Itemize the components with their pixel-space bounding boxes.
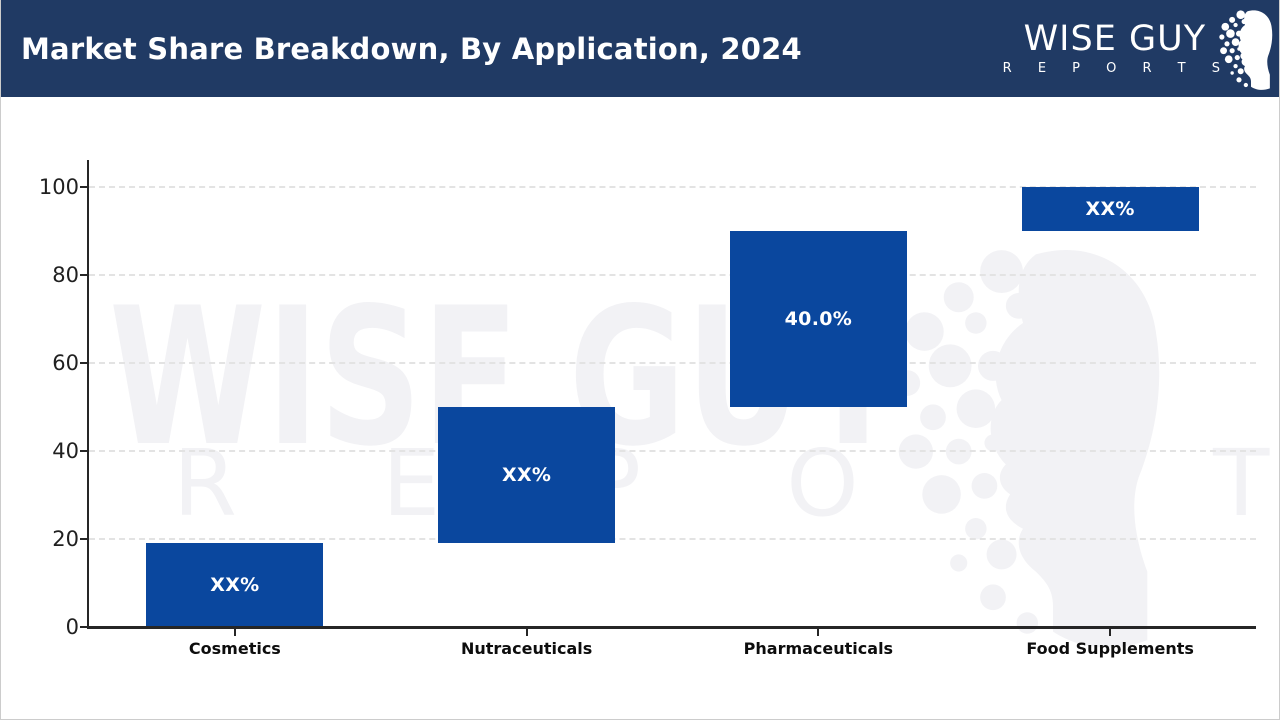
bar-pharmaceuticals: 40.0% bbox=[729, 231, 907, 407]
gridline-20 bbox=[89, 538, 1256, 540]
bar-nutraceuticals: XX% bbox=[438, 407, 616, 544]
y-tick-label-60: 60 bbox=[52, 351, 79, 375]
x-tick-0 bbox=[233, 628, 236, 636]
y-tick-label-0: 0 bbox=[65, 615, 79, 639]
y-tick-0 bbox=[80, 626, 89, 628]
wise-guy-head-icon bbox=[1219, 10, 1273, 90]
y-tick-80 bbox=[80, 274, 89, 276]
bar-value-label: XX% bbox=[1085, 198, 1135, 220]
header-bar: Market Share Breakdown, By Application, … bbox=[1, 0, 1279, 97]
logo-wordmark: WISE GUY bbox=[1023, 19, 1207, 59]
y-tick-label-80: 80 bbox=[52, 263, 79, 287]
x-tick-label-2: Pharmaceuticals bbox=[743, 639, 894, 658]
bar-value-label: XX% bbox=[502, 464, 552, 487]
bar-value-label: 40.0% bbox=[784, 308, 853, 330]
y-tick-40 bbox=[80, 450, 89, 452]
y-tick-label-100: 100 bbox=[38, 175, 79, 199]
wise-guy-head-watermark-icon bbox=[894, 250, 1160, 648]
x-tick-3 bbox=[1109, 628, 1112, 636]
logo-text: WISE GUY R E P O R T S bbox=[999, 19, 1231, 77]
bar-value-label: XX% bbox=[210, 574, 260, 597]
logo-reports-text: R E P O R T S bbox=[1002, 61, 1231, 76]
y-tick-20 bbox=[80, 538, 89, 540]
x-axis bbox=[87, 626, 1256, 629]
y-tick-label-20: 20 bbox=[52, 527, 79, 551]
y-tick-100 bbox=[80, 186, 89, 188]
gridline-40 bbox=[89, 450, 1256, 452]
y-tick-60 bbox=[80, 362, 89, 364]
y-axis bbox=[87, 160, 89, 629]
bar-food-supplements: XX% bbox=[1021, 187, 1199, 231]
x-tick-label-0: Cosmetics bbox=[188, 639, 281, 658]
bar-cosmetics: XX% bbox=[146, 543, 324, 627]
x-tick-label-1: Nutraceuticals bbox=[460, 639, 593, 658]
x-tick-1 bbox=[525, 628, 528, 636]
gridline-80 bbox=[89, 274, 1256, 276]
wise-guy-logo: WISE GUY R E P O R T S bbox=[999, 4, 1275, 94]
gridline-100 bbox=[89, 186, 1256, 188]
gridline-60 bbox=[89, 362, 1256, 364]
chart-title: Market Share Breakdown, By Application, … bbox=[21, 31, 802, 66]
x-tick-2 bbox=[817, 628, 820, 636]
y-tick-label-40: 40 bbox=[52, 439, 79, 463]
x-tick-label-3: Food Supplements bbox=[1026, 639, 1194, 658]
